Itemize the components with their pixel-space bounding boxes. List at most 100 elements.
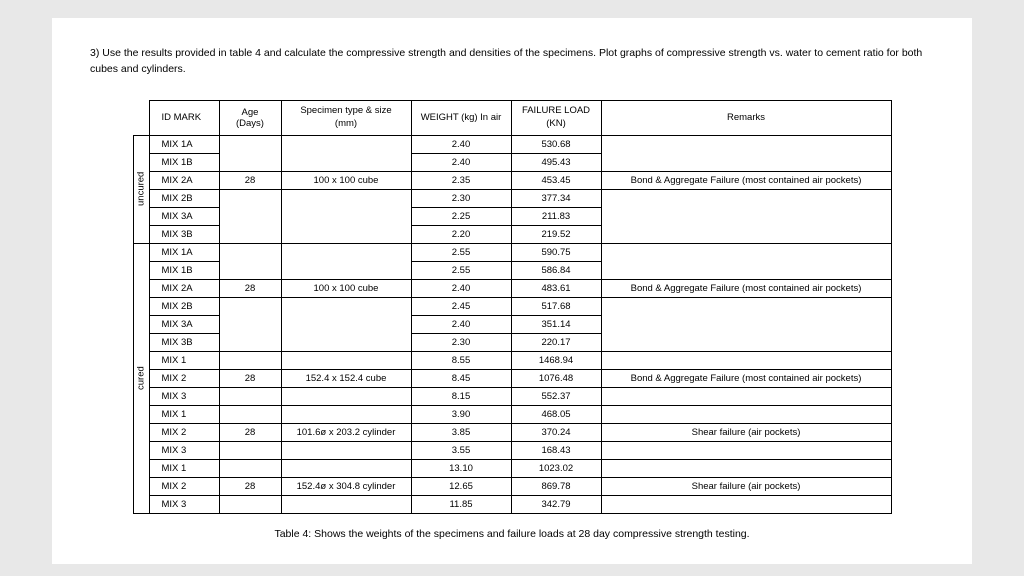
cell-remarks-empty [601, 351, 891, 369]
table-row: MIX 1 8.551468.94 [133, 351, 891, 369]
cell-id: MIX 3 [149, 495, 219, 513]
cell-age-empty [219, 153, 281, 171]
cell-id: MIX 2A [149, 279, 219, 297]
col-specimen: Specimen type & size (mm) [281, 100, 411, 135]
cell-weight: 2.30 [411, 189, 511, 207]
cell-id: MIX 2B [149, 297, 219, 315]
table-row: MIX 2A28100 x 100 cube2.35453.45Bond & A… [133, 171, 891, 189]
cell-specimen-empty [281, 441, 411, 459]
cell-age-empty [219, 135, 281, 153]
cell-age-empty [219, 351, 281, 369]
table-row: curedMIX 1A2.55590.75 [133, 243, 891, 261]
cell-specimen-empty [281, 315, 411, 333]
cell-age-empty [219, 297, 281, 315]
col-weight: WEIGHT (kg) In air [411, 100, 511, 135]
table-row: MIX 38.15552.37 [133, 387, 891, 405]
cell-remarks-empty [601, 243, 891, 261]
cell-remarks-empty [601, 189, 891, 207]
cell-remarks: Shear failure (air pockets) [601, 477, 891, 495]
cell-load: 495.43 [511, 153, 601, 171]
cell-specimen-empty [281, 405, 411, 423]
cell-load: 370.24 [511, 423, 601, 441]
cell-age: 28 [219, 279, 281, 297]
cell-weight: 2.55 [411, 261, 511, 279]
cell-load: 517.68 [511, 297, 601, 315]
cell-weight: 11.85 [411, 495, 511, 513]
cell-weight: 2.20 [411, 225, 511, 243]
cell-remarks-empty [601, 459, 891, 477]
cell-age-empty [219, 243, 281, 261]
col-specimen-l2: (mm) [335, 118, 357, 129]
table-row: MIX 2B2.30377.34 [133, 189, 891, 207]
cell-age-empty [219, 225, 281, 243]
cell-remarks: Shear failure (air pockets) [601, 423, 891, 441]
cell-age-empty [219, 459, 281, 477]
table-caption: Table 4: Shows the weights of the specim… [90, 528, 934, 540]
corner-blank [133, 100, 149, 135]
cell-id: MIX 1B [149, 261, 219, 279]
cell-weight: 2.35 [411, 171, 511, 189]
cell-specimen-empty [281, 261, 411, 279]
cell-specimen-empty [281, 495, 411, 513]
cell-specimen: 100 x 100 cube [281, 171, 411, 189]
cell-weight: 2.55 [411, 243, 511, 261]
table-row: MIX 2A28100 x 100 cube2.40483.61Bond & A… [133, 279, 891, 297]
cell-weight: 2.25 [411, 207, 511, 225]
cell-weight: 3.90 [411, 405, 511, 423]
cell-weight: 12.65 [411, 477, 511, 495]
cell-load: 453.45 [511, 171, 601, 189]
cell-weight: 2.45 [411, 297, 511, 315]
cell-weight: 2.40 [411, 315, 511, 333]
cell-id: MIX 1A [149, 135, 219, 153]
cell-remarks-empty [601, 387, 891, 405]
cell-age-empty [219, 441, 281, 459]
table-row: MIX 1B2.40495.43 [133, 153, 891, 171]
cell-weight: 2.40 [411, 279, 511, 297]
cell-specimen-empty [281, 459, 411, 477]
table-row: MIX 3A2.40351.14 [133, 315, 891, 333]
cell-id: MIX 1 [149, 351, 219, 369]
cell-specimen: 152.4 x 152.4 cube [281, 369, 411, 387]
cell-specimen-empty [281, 243, 411, 261]
cell-id: MIX 3 [149, 441, 219, 459]
table-row: MIX 113.101023.02 [133, 459, 891, 477]
cell-remarks: Bond & Aggregate Failure (most contained… [601, 171, 891, 189]
cell-load: 468.05 [511, 405, 601, 423]
cell-id: MIX 1A [149, 243, 219, 261]
cell-load: 351.14 [511, 315, 601, 333]
cell-specimen-empty [281, 297, 411, 315]
cell-weight: 3.85 [411, 423, 511, 441]
cell-load: 1468.94 [511, 351, 601, 369]
cell-load: 1076.48 [511, 369, 601, 387]
cell-remarks-empty [601, 441, 891, 459]
cell-load: 168.43 [511, 441, 601, 459]
cell-load: 483.61 [511, 279, 601, 297]
cell-weight: 8.55 [411, 351, 511, 369]
cell-load: 219.52 [511, 225, 601, 243]
cell-id: MIX 2 [149, 477, 219, 495]
cell-weight: 2.30 [411, 333, 511, 351]
cell-age-empty [219, 315, 281, 333]
cell-remarks-empty [601, 333, 891, 351]
cell-remarks-empty [601, 495, 891, 513]
col-load: FAILURE LOAD (KN) [511, 100, 601, 135]
table-row: MIX 33.55168.43 [133, 441, 891, 459]
cell-load: 586.84 [511, 261, 601, 279]
cell-specimen-empty [281, 351, 411, 369]
cell-weight: 2.40 [411, 135, 511, 153]
table-row: MIX 3A2.25211.83 [133, 207, 891, 225]
col-specimen-l1: Specimen type & size [300, 105, 391, 116]
cell-specimen-empty [281, 387, 411, 405]
cell-weight: 8.45 [411, 369, 511, 387]
side-label-uncured: uncured [133, 135, 149, 243]
cell-weight: 2.40 [411, 153, 511, 171]
cell-age-empty [219, 261, 281, 279]
cell-age: 28 [219, 171, 281, 189]
col-id: ID MARK [149, 100, 219, 135]
cell-weight: 8.15 [411, 387, 511, 405]
table-row: MIX 2B 2.45517.68 [133, 297, 891, 315]
cell-id: MIX 3B [149, 333, 219, 351]
col-load-l2: (KN) [546, 118, 566, 129]
cell-load: 220.17 [511, 333, 601, 351]
cell-age-empty [219, 387, 281, 405]
